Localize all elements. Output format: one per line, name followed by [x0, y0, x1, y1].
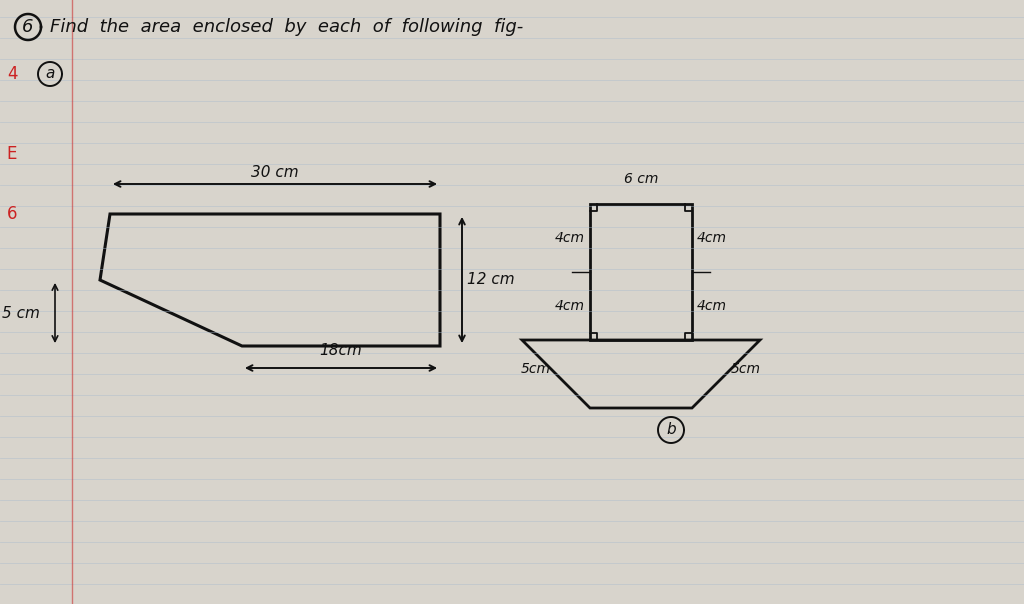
Text: 6 cm: 6 cm — [624, 172, 658, 186]
Text: 18cm: 18cm — [319, 343, 362, 358]
Text: 30 cm: 30 cm — [251, 165, 299, 180]
Text: 12 cm: 12 cm — [467, 272, 515, 288]
Text: 6: 6 — [23, 18, 34, 36]
Text: 4cm: 4cm — [555, 231, 585, 245]
Text: 5 cm: 5 cm — [2, 306, 40, 321]
Text: b: b — [667, 423, 676, 437]
Text: E: E — [7, 145, 17, 163]
Text: 4cm: 4cm — [697, 299, 727, 313]
Text: 5cm: 5cm — [521, 362, 551, 376]
Text: 4cm: 4cm — [555, 299, 585, 313]
Text: a: a — [45, 66, 54, 82]
Text: 6: 6 — [7, 205, 17, 223]
Text: Find  the  area  enclosed  by  each  of  following  fig-: Find the area enclosed by each of follow… — [50, 18, 523, 36]
Text: 4cm: 4cm — [697, 231, 727, 245]
Text: 4: 4 — [7, 65, 17, 83]
Text: 5cm: 5cm — [731, 362, 761, 376]
